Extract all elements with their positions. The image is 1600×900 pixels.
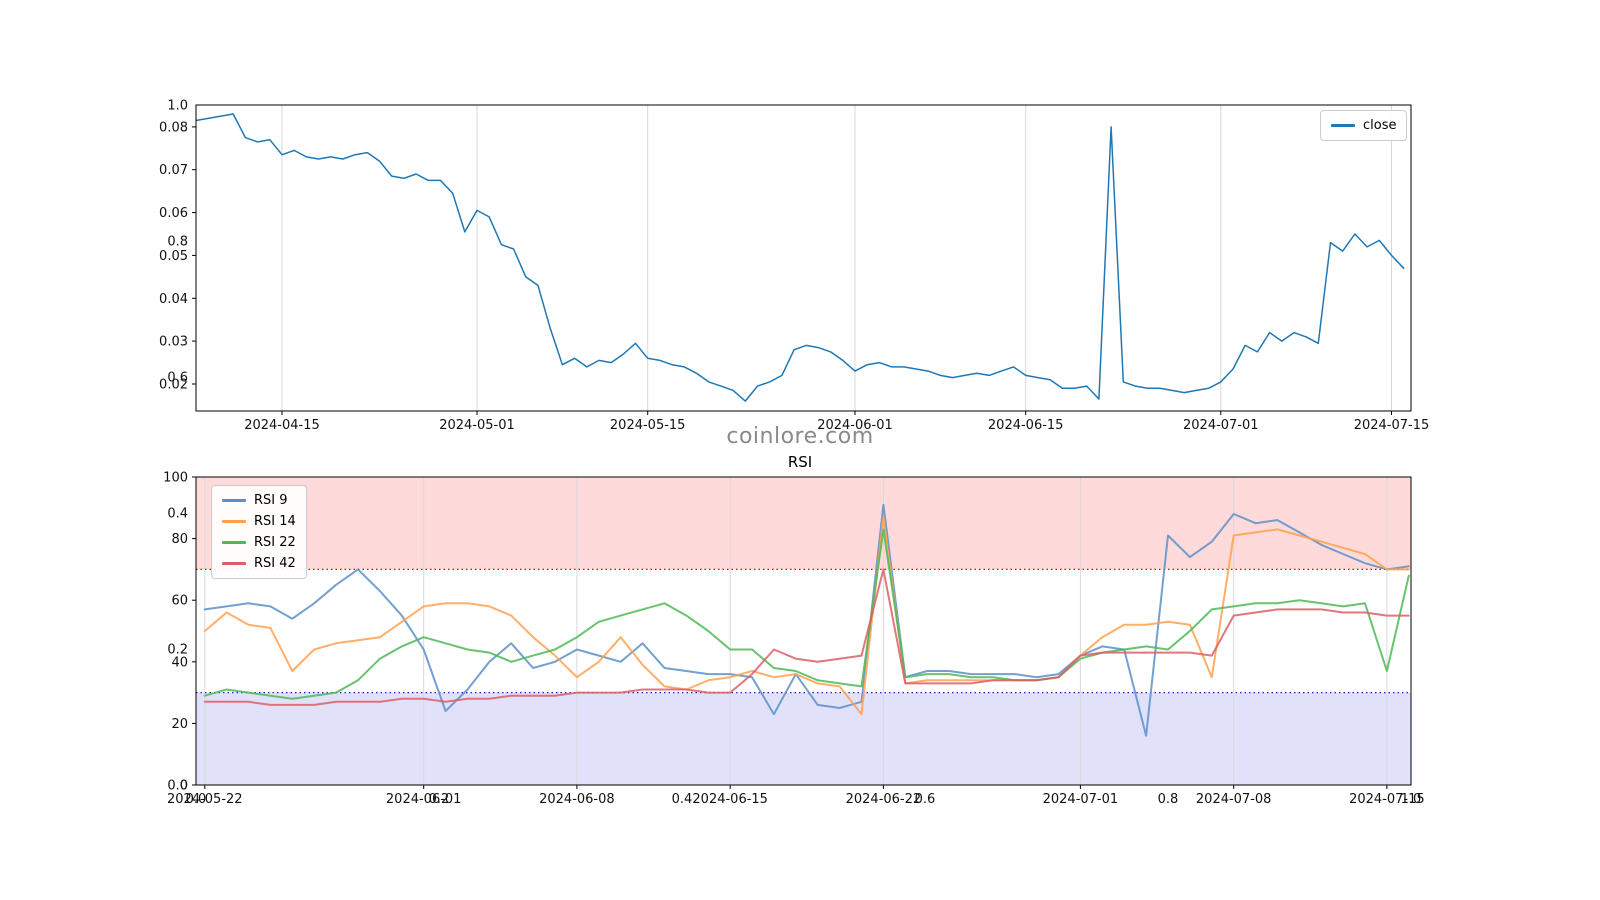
legend-entry: RSI 22 — [222, 532, 296, 553]
x-tick-label: 2024-07-15 — [1349, 792, 1425, 807]
y-tick-label: 0.02 — [159, 378, 188, 393]
overlay-x-label: 1.0 — [1401, 792, 1422, 807]
y-tick-label: 0 — [180, 779, 188, 794]
overlay-x-label: 0.8 — [1158, 792, 1179, 807]
x-tick-label: 2024-05-22 — [167, 792, 243, 807]
overlay-y-label: 0.6 — [167, 371, 188, 386]
legend-label: RSI 42 — [254, 556, 296, 571]
y-tick-label: 80 — [171, 532, 188, 547]
overlay-x-label: 0.2 — [429, 792, 450, 807]
x-tick-label: 2024-06-22 — [846, 792, 922, 807]
x-tick-label: 2024-05-15 — [610, 418, 686, 433]
series-line-rsi-9 — [203, 503, 1410, 737]
overlay-y-label: 0.8 — [167, 235, 188, 250]
x-tick-label: 2024-06-01 — [817, 418, 893, 433]
legend-entry: RSI 42 — [222, 553, 296, 574]
x-tick-label: 2024-07-01 — [1043, 792, 1119, 807]
x-tick-label: 2024-06-15 — [692, 792, 768, 807]
y-tick-label: 0.08 — [159, 120, 188, 135]
legend-line-swatch — [222, 541, 246, 544]
legend-rsi: RSI 9 RSI 14 RSI 22 RSI 42 — [211, 485, 307, 579]
y-tick-label: 40 — [171, 655, 188, 670]
overbought-region — [196, 477, 1411, 570]
series-line-rsi-14 — [203, 516, 1410, 716]
x-tick-label: 2024-05-01 — [439, 418, 515, 433]
series-line-close — [195, 113, 1405, 402]
y-tick-label: 0.06 — [159, 206, 188, 221]
axes-frame — [195, 476, 1412, 786]
legend-label: RSI 9 — [254, 493, 288, 508]
legend-label: RSI 22 — [254, 535, 296, 550]
legend-line-swatch — [222, 520, 246, 523]
watermark: coinlore.com — [726, 424, 874, 449]
axes-frame — [195, 104, 1412, 412]
x-tick-label: 2024-06-08 — [539, 792, 615, 807]
x-tick-label: 2024-04-15 — [244, 418, 320, 433]
x-tick-label: 2024-07-15 — [1354, 418, 1430, 433]
legend-line-swatch — [222, 562, 246, 565]
legend-entry: RSI 9 — [222, 490, 296, 511]
overlay-y-label: 0.0 — [167, 779, 188, 794]
y-tick-label: 0.03 — [159, 335, 188, 350]
series-line-rsi-22 — [203, 528, 1410, 700]
y-tick-label: 0.05 — [159, 249, 188, 264]
overlay-x-label: 0.4 — [672, 792, 693, 807]
legend-line-swatch — [1331, 124, 1355, 127]
legend-line-swatch — [222, 499, 246, 502]
legend-label: RSI 14 — [254, 514, 296, 529]
overlay-x-label: 0.6 — [915, 792, 936, 807]
legend-entry: close — [1331, 115, 1396, 136]
overlay-y-label: 0.2 — [167, 643, 188, 658]
x-tick-label: 2024-06-01 — [386, 792, 462, 807]
x-tick-label: 2024-06-15 — [988, 418, 1064, 433]
legend-label: close — [1363, 118, 1397, 133]
x-tick-label: 2024-07-01 — [1183, 418, 1259, 433]
series-line-rsi-42 — [203, 568, 1410, 706]
y-tick-label: 0.04 — [159, 292, 188, 307]
x-tick-label: 2024-07-08 — [1196, 792, 1272, 807]
legend-price: close — [1320, 110, 1408, 141]
y-tick-label: 20 — [171, 717, 188, 732]
legend-entry: RSI 14 — [222, 511, 296, 532]
y-tick-label: 0.07 — [159, 163, 188, 178]
overlay-y-label: 1.0 — [167, 99, 188, 114]
y-tick-label: 60 — [171, 594, 188, 609]
rsi-subplot-title: RSI — [787, 453, 813, 471]
y-tick-label: 100 — [163, 471, 188, 486]
oversold-region — [196, 692, 1411, 785]
overlay-x-label: 0.0 — [186, 792, 207, 807]
overlay-y-label: 0.4 — [167, 507, 188, 522]
